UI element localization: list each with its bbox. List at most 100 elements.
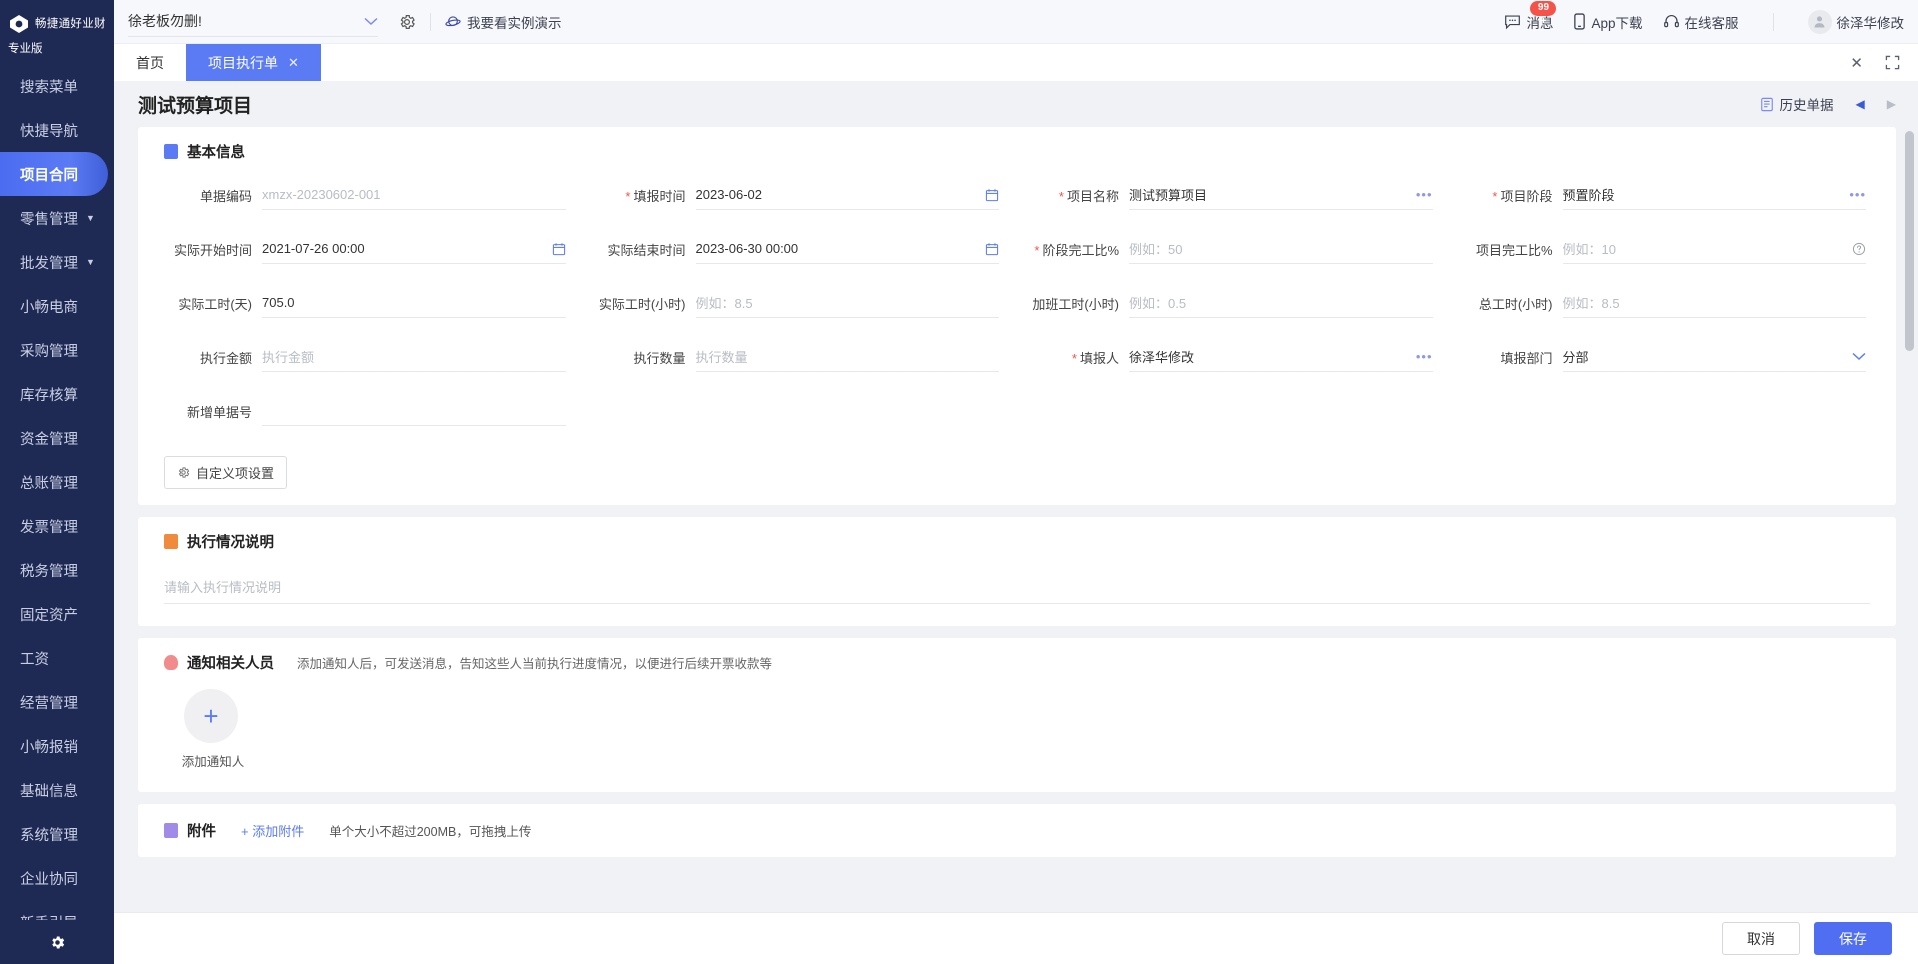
sidebar-item-retail[interactable]: 零售管理 ▼ <box>0 196 114 240</box>
app-download-button[interactable]: App下载 <box>1573 12 1643 32</box>
field-control[interactable]: 2023-06-02 <box>695 180 999 210</box>
sidebar-item-system[interactable]: 系统管理 <box>0 812 114 856</box>
close-icon[interactable]: ✕ <box>1850 54 1863 72</box>
sidebar-item-ecommerce[interactable]: 小畅电商 <box>0 284 114 328</box>
sidebar-item-label: 采购管理 <box>20 343 78 360</box>
sidebar-item-quicknav[interactable]: 快捷导航 <box>0 108 114 152</box>
calendar-icon[interactable] <box>985 188 999 202</box>
brand-name: 畅捷通好业财 <box>35 17 106 30</box>
sidebar-item-project-contract[interactable]: 项目合同 <box>0 152 108 196</box>
sidebar-item-search[interactable]: 搜索菜单 <box>0 64 114 108</box>
sidebar-item-reimbursement[interactable]: 小畅报销 <box>0 724 114 768</box>
sidebar-item-label: 资金管理 <box>20 431 78 448</box>
custom-field-settings-button[interactable]: 自定义项设置 <box>164 456 288 489</box>
field-control[interactable]: 执行金额 <box>262 342 566 372</box>
add-notify-person-button[interactable]: + <box>184 689 238 743</box>
content-scroll-area[interactable]: 基本信息 单据编码 xmzx-20230602-001 * 填报时间 2023-0… <box>114 127 1918 912</box>
sidebar-item-salary[interactable]: 工资 <box>0 636 114 680</box>
sidebar-item-fixed-assets[interactable]: 固定资产 <box>0 592 114 636</box>
cancel-button[interactable]: 取消 <box>1722 922 1800 955</box>
field-control[interactable]: 2023-06-30 00:00 <box>695 234 999 264</box>
chevron-down-icon[interactable] <box>1852 352 1866 361</box>
field-control[interactable]: 分部 <box>1562 342 1866 372</box>
execution-description-placeholder: 请输入执行情况说明 <box>164 580 282 595</box>
sidebar-settings-button[interactable] <box>0 920 114 964</box>
field-label: 实际工时(小时) <box>598 297 686 312</box>
gear-icon <box>177 466 190 479</box>
execution-description-body: 请输入执行情况说明 <box>138 558 1896 626</box>
triangle-right-icon[interactable]: ▶ <box>1886 97 1896 111</box>
notify-section-header: 通知相关人员 添加通知人后，可发送消息，告知这些人当前执行进度情况，以便进行后续… <box>138 638 1896 679</box>
add-notify-person-label: 添加通知人 <box>181 755 245 769</box>
sidebar-item-ledger[interactable]: 总账管理 <box>0 460 114 504</box>
page-header-actions: 历史单据 ◀ ▶ <box>1760 94 1896 114</box>
sidebar-item-inventory[interactable]: 库存核算 <box>0 372 114 416</box>
custom-settings-row: 自定义项设置 <box>138 444 1896 505</box>
field-control[interactable]: 徐泽华修改 ••• <box>1129 342 1433 372</box>
fullscreen-icon[interactable] <box>1885 55 1900 70</box>
page-title: 测试预算项目 <box>138 95 253 117</box>
sidebar-item-tax[interactable]: 税务管理 <box>0 548 114 592</box>
sidebar-item-newbie-guide[interactable]: 新手引导 <box>0 900 114 921</box>
required-marker: * <box>1071 351 1077 366</box>
page-header: 测试预算项目 历史单据 ◀ ▶ <box>114 81 1918 127</box>
messages-label: 消息 <box>1526 15 1554 31</box>
save-button[interactable]: 保存 <box>1814 922 1892 955</box>
plus-icon: + <box>203 700 219 731</box>
field-control[interactable]: 执行数量 <box>695 342 999 372</box>
field-control[interactable] <box>262 396 566 426</box>
calendar-icon[interactable] <box>552 242 566 256</box>
sidebar-item-collaboration[interactable]: 企业协同 <box>0 856 114 900</box>
sidebar-item-invoice[interactable]: 发票管理 <box>0 504 114 548</box>
tab-home[interactable]: 首页 <box>114 44 186 81</box>
ellipsis-icon[interactable]: ••• <box>1415 187 1433 202</box>
messages-badge: 99 + <box>1530 0 1557 27</box>
field-control[interactable]: 例如：0.5 <box>1129 288 1433 318</box>
sidebar-item-funds[interactable]: 资金管理 <box>0 416 114 460</box>
field-control[interactable]: 测试预算项目 ••• <box>1129 180 1433 210</box>
messages-button[interactable]: 消息 99 + <box>1504 0 1557 32</box>
field-label: 实际结束时间 <box>607 243 686 258</box>
topbar-settings-button[interactable] <box>398 13 416 31</box>
field-actual-workhours-days: 实际工时(天) 705.0 <box>156 282 566 336</box>
question-icon[interactable] <box>1852 242 1866 256</box>
demo-link[interactable]: 我要看实例演示 <box>445 12 562 32</box>
field-value: 2023-06-02 <box>695 187 763 202</box>
tab-project-execution-order[interactable]: 项目执行单 ✕ <box>186 44 321 81</box>
sidebar-item-purchase[interactable]: 采购管理 <box>0 328 114 372</box>
field-label: 加班工时(小时) <box>1032 297 1119 312</box>
sidebar-item-label: 工资 <box>20 651 49 668</box>
field-project-name: * 项目名称 测试预算项目 ••• <box>1023 174 1433 228</box>
ellipsis-icon[interactable]: ••• <box>1849 187 1866 202</box>
sidebar-item-wholesale[interactable]: 批发管理 ▼ <box>0 240 114 284</box>
field-control[interactable]: 例如：8.5 <box>1562 288 1866 318</box>
sidebar-item-label: 总账管理 <box>20 475 78 492</box>
add-attachment-button[interactable]: + 添加附件 <box>241 821 304 840</box>
grid-spacer <box>1023 390 1433 444</box>
content-scrollbar[interactable]: ▲ <box>1905 127 1914 912</box>
sidebar-item-operations[interactable]: 经营管理 <box>0 680 114 724</box>
scrollbar-thumb[interactable] <box>1905 131 1914 351</box>
org-selector[interactable]: 徐老板勿删! <box>128 7 378 37</box>
field-control[interactable]: xmzx-20230602-001 <box>262 180 566 210</box>
online-support-button[interactable]: 在线客服 <box>1663 12 1739 32</box>
tab-label: 项目执行单 <box>208 54 278 71</box>
field-control[interactable]: 705.0 <box>262 288 566 318</box>
ellipsis-icon[interactable]: ••• <box>1415 349 1433 364</box>
field-control[interactable]: 预置阶段 ••• <box>1562 180 1866 210</box>
history-documents-button[interactable]: 历史单据 <box>1760 94 1834 114</box>
field-control[interactable]: 2021-07-26 00:00 <box>262 234 566 264</box>
section-title: 附件 <box>187 824 216 840</box>
sidebar-item-basic-info[interactable]: 基础信息 <box>0 768 114 812</box>
field-label: * 阶段完工比% <box>1034 243 1119 258</box>
user-menu[interactable]: 徐泽华修改 <box>1807 9 1904 34</box>
triangle-left-icon[interactable]: ◀ <box>1855 97 1865 111</box>
close-icon[interactable]: ✕ <box>288 54 299 70</box>
field-control[interactable]: 例如：10 <box>1562 234 1866 264</box>
field-control[interactable]: 例如：8.5 <box>695 288 999 318</box>
field-label: 填报部门 <box>1500 351 1553 366</box>
execution-description-input[interactable]: 请输入执行情况说明 <box>164 570 1870 604</box>
calendar-icon[interactable] <box>985 242 999 256</box>
field-control[interactable]: 例如：50 <box>1129 234 1433 264</box>
field-actual-end-time: 实际结束时间 2023-06-30 00:00 <box>590 228 999 282</box>
